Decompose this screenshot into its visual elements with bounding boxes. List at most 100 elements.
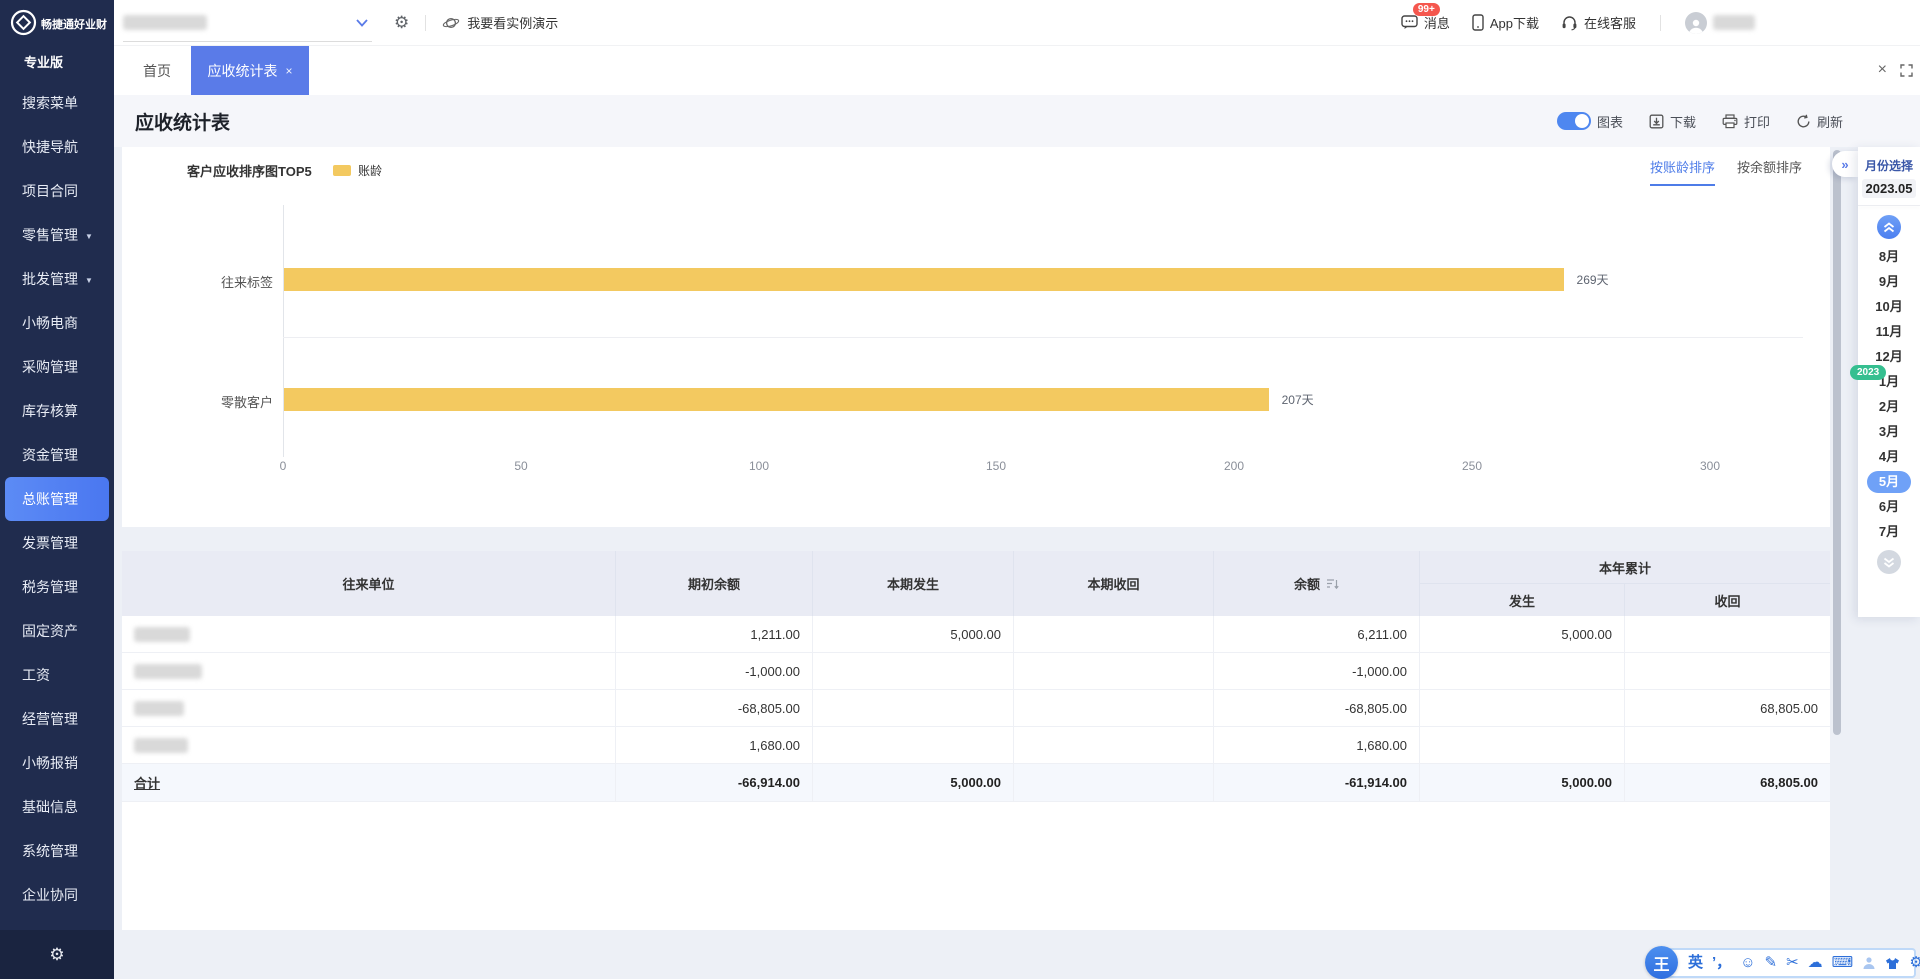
sidebar-item[interactable]: 快捷导航 <box>22 139 78 155</box>
chart-bar[interactable] <box>284 268 1564 291</box>
cloud-icon[interactable]: ☁ <box>1807 954 1823 971</box>
gear-icon[interactable]: ⚙ <box>49 945 65 964</box>
app-download-button[interactable]: App下载 <box>1472 13 1539 32</box>
sidebar-item[interactable]: 固定资产 <box>22 623 78 639</box>
message-bubble-icon <box>1401 15 1418 30</box>
download-icon <box>1649 114 1664 129</box>
x-tick-label: 250 <box>1461 459 1483 473</box>
keyboard-icon[interactable]: ⌨ <box>1831 954 1854 971</box>
sidebar-item[interactable]: 小畅报销 <box>22 755 78 771</box>
sidebar-item[interactable]: 搜索菜单 <box>22 95 78 111</box>
table-row[interactable]: -68,805.00 -68,805.00 68,805.00 <box>122 690 1830 727</box>
chevron-down-icon: ▼ <box>85 276 93 285</box>
scroll-down-button[interactable] <box>1877 550 1901 574</box>
avatar <box>1685 11 1707 34</box>
divider <box>1660 14 1661 31</box>
gear-icon[interactable]: ⚙ <box>1909 954 1920 971</box>
month-item[interactable]: 1月 <box>1878 374 1900 389</box>
sidebar-item[interactable]: 系统管理 <box>22 843 78 859</box>
month-item[interactable]: 9月 <box>1878 274 1900 289</box>
download-button[interactable]: 下载 <box>1649 112 1696 131</box>
gear-icon[interactable]: ⚙ <box>394 12 410 32</box>
chart-toggle[interactable] <box>1556 112 1591 130</box>
app-download-label: App下载 <box>1489 16 1539 31</box>
sidebar-item[interactable]: 工资 <box>22 667 50 683</box>
month-item[interactable]: 11月 <box>1875 324 1903 339</box>
sidebar-item-active[interactable]: 总账管理 <box>5 477 109 521</box>
sidebar-item[interactable]: 零售管理 ▼ <box>0 213 114 257</box>
chart-bar[interactable] <box>284 388 1269 411</box>
company-selector[interactable] <box>123 0 372 46</box>
partner-name-blurred <box>134 700 184 716</box>
table-row[interactable]: -1,000.00 -1,000.00 <box>122 653 1830 690</box>
scroll-up-button[interactable] <box>1877 215 1901 239</box>
month-item[interactable]: 8月 <box>1878 249 1900 264</box>
ime-language-toggle[interactable]: 英 <box>1688 954 1704 971</box>
close-icon[interactable]: × <box>285 63 293 78</box>
messages-button[interactable]: 消息 99+ <box>1401 3 1450 32</box>
chart-bar-value: 207天 <box>1281 393 1314 407</box>
table-row[interactable]: 1,211.00 5,000.00 6,211.00 5,000.00 <box>122 616 1830 653</box>
tab-receivables-report[interactable]: 应收统计表 × <box>191 46 309 95</box>
chart-title: 客户应收排序图TOP5 <box>187 164 312 179</box>
vertical-scrollbar[interactable] <box>1833 150 1841 735</box>
sidebar-item[interactable]: 企业协同 <box>22 887 78 903</box>
month-item[interactable]: 4月 <box>1878 449 1900 464</box>
brand-block: 畅捷通好业财 <box>0 0 114 46</box>
online-support-button[interactable]: 在线客服 <box>1561 13 1636 32</box>
tab-bar: 首页 应收统计表 × × <box>114 46 1920 95</box>
chart-gridline <box>283 337 1803 338</box>
ime-punctuation-toggle[interactable]: ’， <box>1712 954 1732 971</box>
demo-link-label: 我要看实例演示 <box>467 16 559 31</box>
sort-icon[interactable] <box>1326 578 1339 590</box>
sort-by-balance-tab[interactable]: 按余额排序 <box>1736 160 1802 175</box>
emoji-icon[interactable]: ☺ <box>1740 954 1756 971</box>
close-icon[interactable]: × <box>1877 61 1887 78</box>
refresh-button[interactable]: 刷新 <box>1796 112 1843 131</box>
sidebar-item[interactable]: 小畅电商 <box>22 315 78 331</box>
month-item[interactable]: 6月 <box>1878 499 1900 514</box>
sidebar-item[interactable]: 资金管理 <box>22 447 78 463</box>
sidebar-item[interactable]: 库存核算 <box>22 403 78 419</box>
sidebar: 畅捷通好业财 专业版 搜索菜单 快捷导航 项目合同 零售管理 ▼ 批发管理 ▼ 小畅… <box>0 0 114 979</box>
pencil-icon[interactable]: ✎ <box>1764 954 1778 971</box>
topbar: ⚙ 我要看实例演示 消息 99+ <box>114 0 1920 46</box>
sidebar-item[interactable]: 经营管理 <box>22 711 78 727</box>
company-name-blurred <box>123 14 207 30</box>
month-item-selected[interactable]: 5月 <box>1858 469 1920 494</box>
scissors-icon[interactable]: ✂ <box>1786 954 1799 971</box>
ime-logo[interactable]: 王 <box>1645 946 1678 979</box>
table-header: 往来单位 期初余额 本期发生 本期收回 余额 本年累计 发生 收回 <box>122 551 1830 616</box>
total-label[interactable]: 合计 <box>134 776 161 791</box>
col-header-opening-balance: 期初余额 <box>616 551 813 616</box>
user-account[interactable] <box>1685 11 1755 34</box>
col-header-partner: 往来单位 <box>122 551 616 616</box>
chart-legend[interactable]: 账龄 <box>333 162 382 179</box>
year-tag: 2023 <box>1850 365 1887 380</box>
month-item[interactable]: 10月 <box>1875 299 1903 314</box>
page-toolbar: 图表 下载 打印 刷新 <box>1556 112 1920 131</box>
fullscreen-icon[interactable] <box>1900 64 1913 77</box>
person-icon[interactable] <box>1862 956 1876 970</box>
month-item[interactable]: 12月 <box>1875 349 1903 364</box>
sort-by-aging-tab[interactable]: 按账龄排序 <box>1649 157 1715 186</box>
table-row[interactable]: 1,680.00 1,680.00 <box>122 727 1830 764</box>
sidebar-item[interactable]: 采购管理 <box>22 359 78 375</box>
print-button[interactable]: 打印 <box>1722 112 1770 131</box>
collapse-panel-button[interactable]: » <box>1832 151 1858 177</box>
content-area: 客户应收排序图TOP5 账龄 按账龄排序 按余额排序 往来标签 零散客户 269… <box>114 147 1920 979</box>
tab-home[interactable]: 首页 <box>143 62 171 79</box>
sidebar-item[interactable]: 项目合同 <box>22 183 78 199</box>
sidebar-item[interactable]: 基础信息 <box>22 799 78 815</box>
online-support-label: 在线客服 <box>1583 16 1636 31</box>
month-item[interactable]: 2月 <box>1878 399 1900 414</box>
partner-name-blurred <box>134 663 202 679</box>
demo-link[interactable]: 我要看实例演示 <box>442 13 558 32</box>
sidebar-item[interactable]: 税务管理 <box>22 579 78 595</box>
sidebar-item[interactable]: 批发管理 ▼ <box>0 257 114 301</box>
month-item[interactable]: 3月 <box>1878 424 1900 439</box>
sidebar-item[interactable]: 发票管理 <box>22 535 78 551</box>
chart-y-axis-line <box>283 205 284 457</box>
skin-icon[interactable] <box>1885 957 1900 970</box>
month-item[interactable]: 7月 <box>1878 524 1900 539</box>
